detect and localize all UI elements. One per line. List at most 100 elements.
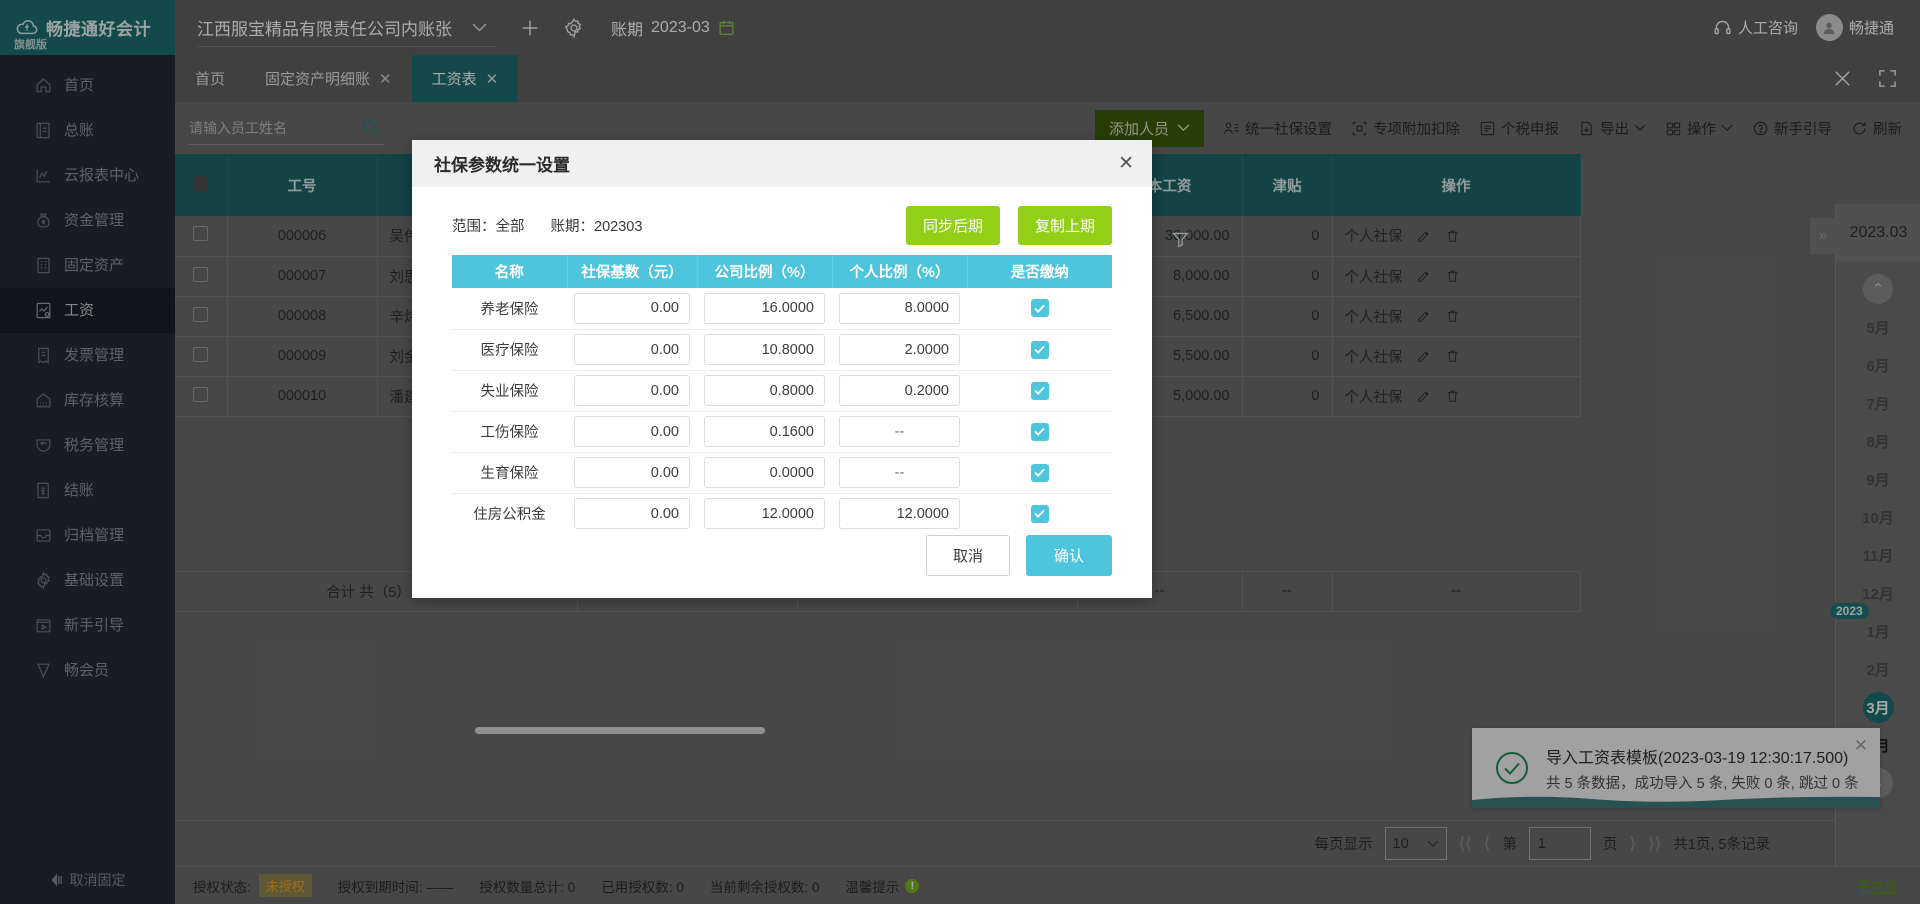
sb-base-input[interactable]: 0.00 [574,498,690,530]
edit-icon[interactable] [1416,308,1432,324]
tax-declare-button[interactable]: 个税申报 [1479,118,1559,139]
search-icon[interactable] [361,118,380,137]
rail-month-5[interactable]: 5月 [1836,308,1920,346]
sidebar-item-inventory[interactable]: 库存核算 [0,378,175,423]
row-checkbox-cell[interactable] [175,336,228,377]
edit-icon[interactable] [1416,228,1432,244]
rail-month-11[interactable]: 11月 [1836,536,1920,574]
export-button[interactable]: 导出 [1578,118,1646,139]
edit-icon[interactable] [1416,268,1432,284]
rail-month-10[interactable]: 10月 [1836,498,1920,536]
sidebar-item-settlement[interactable]: 结账 [0,468,175,513]
prev-page-icon[interactable]: ⟨ [1483,833,1491,853]
plus-icon[interactable] [519,17,541,39]
sb-enabled-checkbox[interactable] [1030,381,1049,400]
sb-enabled-checkbox[interactable] [1030,340,1049,359]
first-page-icon[interactable]: ⟨⟨ [1458,833,1472,853]
col-allowance[interactable]: 津贴 [1242,154,1333,216]
cancel-button[interactable]: 取消 [925,535,1010,576]
personal-insurance-link[interactable]: 个人社保 [1344,229,1403,246]
personal-insurance-link[interactable]: 个人社保 [1344,389,1403,406]
select-all-header[interactable] [175,154,228,216]
search-input[interactable]: 请输入员工姓名 [189,111,384,145]
rail-month-8[interactable]: 8月 [1836,422,1920,460]
fullscreen-icon[interactable] [1877,68,1898,89]
sb-enabled-checkbox[interactable] [1030,422,1049,441]
sb-personal-input[interactable]: 2.0000 [839,334,960,365]
support-button[interactable]: 人工咨询 [1713,17,1798,38]
next-page-icon[interactable]: ⟩ [1629,833,1637,853]
confirm-button[interactable]: 确认 [1025,535,1112,576]
sidebar-item-invoice[interactable]: 发票管理 [0,333,175,378]
sb-personal-input[interactable]: -- [839,416,960,447]
sb-personal-input[interactable]: 12.0000 [839,498,960,530]
edit-icon[interactable] [1416,388,1432,404]
row-checkbox[interactable] [193,226,209,242]
filter-icon[interactable] [1171,230,1190,249]
gear-icon[interactable] [563,17,585,39]
trash-icon[interactable] [1445,228,1460,244]
rail-month-12[interactable]: 12月 [1836,574,1920,612]
tab-close-icon[interactable]: ✕ [485,70,499,88]
sidebar-item-basic-settings[interactable]: 基础设置 [0,558,175,603]
rail-month-3[interactable]: 3月 [1836,688,1920,726]
sb-base-input[interactable]: 0.00 [574,416,690,447]
select-all-checkbox[interactable] [193,175,209,191]
tab-payroll-sheet[interactable]: 工资表 ✕ [411,55,519,102]
tab-home[interactable]: 首页 [175,55,245,102]
sb-enabled-checkbox[interactable] [1030,299,1049,318]
sb-company-input[interactable]: 0.8000 [704,375,825,406]
sb-company-input[interactable]: 12.0000 [704,498,825,530]
tab-close-icon[interactable]: ✕ [379,70,392,88]
rail-month-1[interactable]: 2023 1月 [1830,603,1920,650]
sb-base-input[interactable]: 0.00 [574,334,690,365]
sb-base-input[interactable]: 0.00 [574,457,690,488]
sb-company-input[interactable]: 10.8000 [704,334,825,365]
sync-next-period-button[interactable]: 同步后期 [905,205,1000,245]
trash-icon[interactable] [1445,388,1460,404]
sidebar-item-tax[interactable]: 税务管理 [0,423,175,468]
period-selector[interactable]: 账期 2023-03 [611,16,735,40]
operation-button[interactable]: 操作 [1665,118,1733,139]
tab-fixed-asset-detail[interactable]: 固定资产明细账 ✕ [245,55,412,102]
row-checkbox[interactable] [193,346,209,362]
trash-icon[interactable] [1445,348,1460,364]
sidebar-item-payroll[interactable]: 工资 [0,288,175,333]
row-checkbox[interactable] [193,386,209,402]
sb-enabled-checkbox[interactable] [1030,504,1049,523]
rail-month-9[interactable]: 9月 [1836,460,1920,498]
refresh-button[interactable]: 刷新 [1851,118,1902,139]
sb-company-input[interactable]: 0.1600 [704,416,825,447]
sb-company-input[interactable]: 0.0000 [704,457,825,488]
row-checkbox-cell[interactable] [175,296,228,337]
sidebar-item-guide[interactable]: 新手引导 [0,603,175,648]
edit-icon[interactable] [1416,348,1432,364]
chevron-up-icon[interactable]: ⌃ [1863,274,1893,304]
rail-month-7[interactable]: 7月 [1836,384,1920,422]
sb-base-input[interactable]: 0.00 [574,292,690,324]
trash-icon[interactable] [1445,268,1460,284]
copy-prev-period-button[interactable]: 复制上期 [1017,205,1112,245]
per-page-select[interactable]: 10 [1384,827,1447,860]
special-deduction-button[interactable]: 专项附加扣除 [1351,118,1460,139]
rail-month-6[interactable]: 6月 [1836,346,1920,384]
unified-social-insurance-button[interactable]: 统一社保设置 [1223,118,1332,139]
guide-button[interactable]: 新手引导 [1752,118,1832,139]
sb-base-input[interactable]: 0.00 [574,375,690,406]
row-checkbox[interactable] [193,266,209,282]
personal-insurance-link[interactable]: 个人社保 [1344,349,1403,366]
last-page-icon[interactable]: ⟩⟩ [1648,833,1662,853]
close-icon[interactable]: ✕ [1853,736,1868,755]
sb-personal-input[interactable]: 0.2000 [839,375,960,406]
info-icon[interactable]: ! [905,878,920,893]
close-all-tabs-icon[interactable] [1832,68,1853,89]
company-selector[interactable]: 江西服宝精品有限责任公司内账张 [197,9,497,47]
sidebar-item-archive[interactable]: 归档管理 [0,513,175,558]
sidebar-unpin-button[interactable]: 取消固定 [0,870,175,890]
sb-personal-input[interactable]: 8.0000 [839,292,960,324]
rail-month-2[interactable]: 2月 [1836,650,1920,688]
sb-personal-input[interactable]: -- [839,457,960,488]
sb-enabled-checkbox[interactable] [1030,463,1049,482]
col-emp-no[interactable]: 工号 [227,154,378,216]
sidebar-item-vip[interactable]: 畅会员 [0,648,175,693]
